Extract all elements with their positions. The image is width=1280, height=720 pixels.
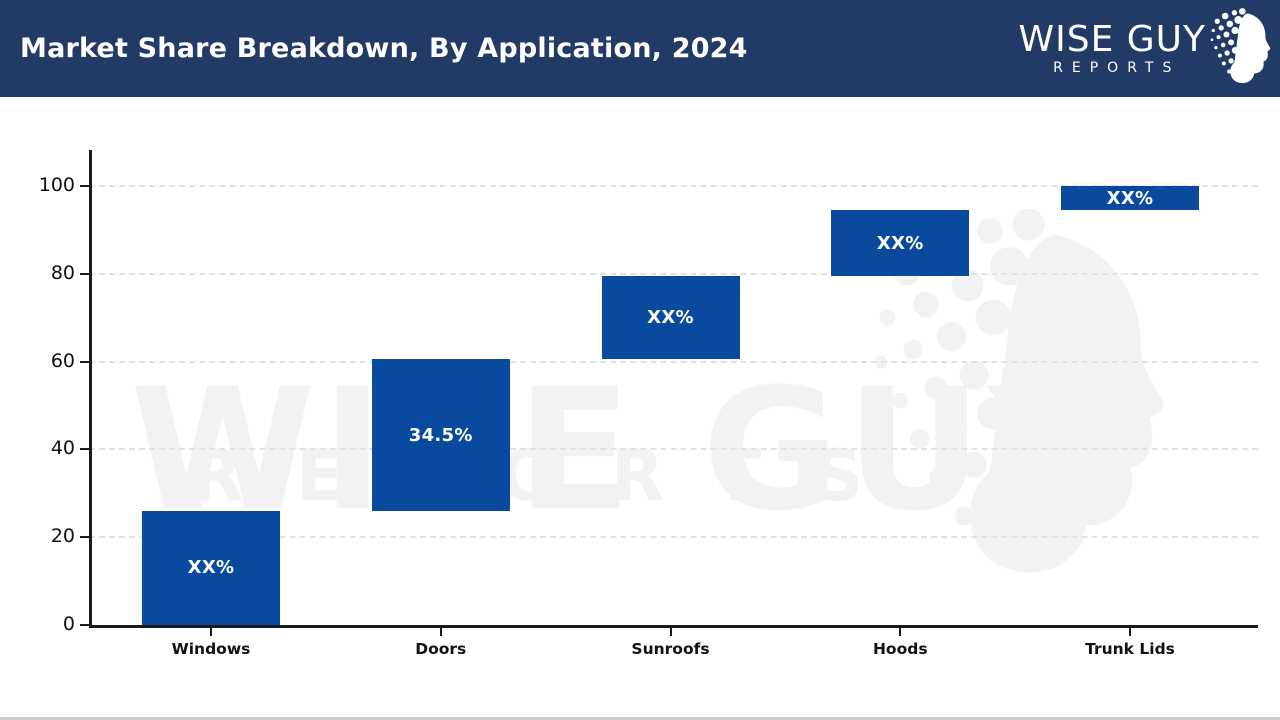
x-tick-mark-4 <box>1129 627 1131 636</box>
x-tick-mark-3 <box>899 627 902 636</box>
bar-windows: XX% <box>142 510 280 625</box>
logo-reports-text: REPORTS <box>1053 59 1181 76</box>
y-tick-mark-100 <box>80 185 89 187</box>
header-bar: Market Share Breakdown, By Application, … <box>0 0 1280 97</box>
brand-logo: WISE GUY REPORTS <box>1019 7 1280 91</box>
gridline-40 <box>89 448 1258 451</box>
brand-logo-text: WISE GUY REPORTS <box>1018 18 1207 76</box>
bar-value-label: 34.5% <box>408 424 473 446</box>
page-title: Market Share Breakdown, By Application, … <box>20 33 748 64</box>
bar-value-label: XX% <box>1106 187 1154 209</box>
bottom-border-line <box>0 717 1280 720</box>
y-tick-mark-0 <box>80 624 89 626</box>
x-tick-mark-0 <box>210 627 212 636</box>
x-axis-line <box>89 625 1258 628</box>
y-tick-mark-60 <box>80 360 89 363</box>
bar-value-label: XX% <box>647 307 694 329</box>
gridline-20 <box>89 536 1258 539</box>
y-tick-mark-40 <box>80 448 89 451</box>
x-category-label-0: Windows <box>171 640 251 658</box>
y-axis-line <box>89 150 92 627</box>
bar-value-label: XX% <box>876 232 924 254</box>
x-category-label-3: Hoods <box>872 640 928 658</box>
gridline-80 <box>89 272 1258 275</box>
y-tick-label-100: 100 <box>38 174 75 196</box>
y-tick-label-40: 40 <box>50 437 75 460</box>
y-tick-label-20: 20 <box>50 525 75 548</box>
bar-hoods: XX% <box>831 210 970 276</box>
y-tick-mark-80 <box>80 272 89 275</box>
logo-wiseguy-text: WISE GUY <box>1018 18 1206 60</box>
bar-value-label: XX% <box>187 557 235 579</box>
y-tick-mark-20 <box>80 536 89 539</box>
x-category-label-1: Doors <box>415 640 467 658</box>
bar-trunk-lids: XX% <box>1061 186 1199 211</box>
gridline-100 <box>89 185 1258 187</box>
y-tick-label-80: 80 <box>50 261 75 284</box>
bar-doors: 34.5% <box>371 359 510 511</box>
bar-sunroofs: XX% <box>601 275 740 360</box>
x-tick-mark-2 <box>669 627 672 636</box>
y-tick-label-0: 0 <box>62 613 75 635</box>
gridline-60 <box>89 360 1258 363</box>
x-tick-mark-1 <box>439 627 442 636</box>
x-category-label-4: Trunk Lids <box>1085 640 1175 658</box>
x-category-label-2: Sunroofs <box>631 640 710 658</box>
y-tick-label-60: 60 <box>50 349 75 372</box>
